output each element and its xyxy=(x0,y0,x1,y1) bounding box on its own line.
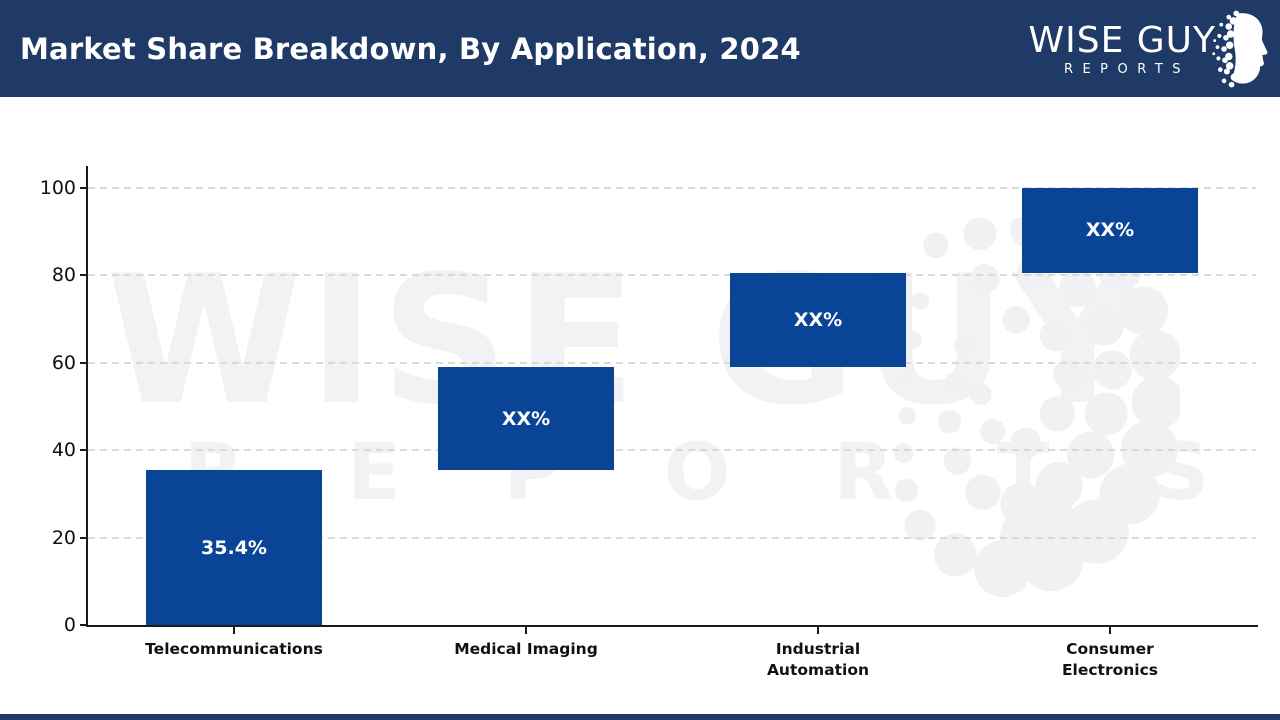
y-tick-label: 60 xyxy=(51,351,76,374)
bar: XX% xyxy=(1022,187,1198,274)
category-label: Industrial Automation xyxy=(766,640,870,679)
x-tick-mark xyxy=(1109,627,1111,634)
y-tick-mark xyxy=(80,186,88,189)
gridline xyxy=(88,361,1256,364)
x-axis-line xyxy=(86,625,1258,627)
y-tick-mark xyxy=(80,536,88,539)
category-label: Medical Imaging xyxy=(454,640,598,658)
y-tick-label: 40 xyxy=(51,439,76,462)
x-tick-mark xyxy=(525,627,527,634)
y-tick-mark xyxy=(80,361,88,364)
y-tick-mark xyxy=(80,274,88,277)
brand-face-icon xyxy=(1212,10,1268,88)
bar-value-label: XX% xyxy=(793,309,843,332)
y-tick-label: 0 xyxy=(63,614,76,636)
bar-value-label: 35.4% xyxy=(201,536,267,559)
x-tick-mark xyxy=(233,627,235,634)
brand-subtitle: REPORTS xyxy=(1063,61,1191,77)
y-tick-label: 100 xyxy=(39,176,76,199)
y-tick-label: 20 xyxy=(51,526,76,549)
footer-bar xyxy=(0,714,1280,720)
bar: XX% xyxy=(438,367,614,471)
category-label: Telecommunications xyxy=(145,640,323,658)
bar-value-label: XX% xyxy=(1085,219,1135,242)
bar: XX% xyxy=(730,273,906,368)
y-tick-label: 80 xyxy=(51,264,76,287)
brand-text: WISE GUY REPORTS xyxy=(1028,19,1217,78)
x-tick-mark xyxy=(817,627,819,634)
gridline xyxy=(88,449,1256,452)
y-tick-mark xyxy=(80,449,88,452)
y-axis-line xyxy=(86,166,88,627)
category-label: Consumer Electronics xyxy=(1061,640,1159,679)
gridline xyxy=(88,536,1256,539)
gridline xyxy=(88,274,1256,277)
brand-logo: WISE GUY REPORTS xyxy=(1029,7,1271,91)
header-banner: Market Share Breakdown, By Application, … xyxy=(0,0,1280,97)
bar-value-label: XX% xyxy=(501,407,551,430)
bar: 35.4% xyxy=(146,470,322,625)
y-tick-mark xyxy=(80,624,88,626)
gridline xyxy=(88,186,1256,189)
chart-title: Market Share Breakdown, By Application, … xyxy=(20,31,801,66)
brand-name: WISE GUY xyxy=(1028,19,1216,61)
